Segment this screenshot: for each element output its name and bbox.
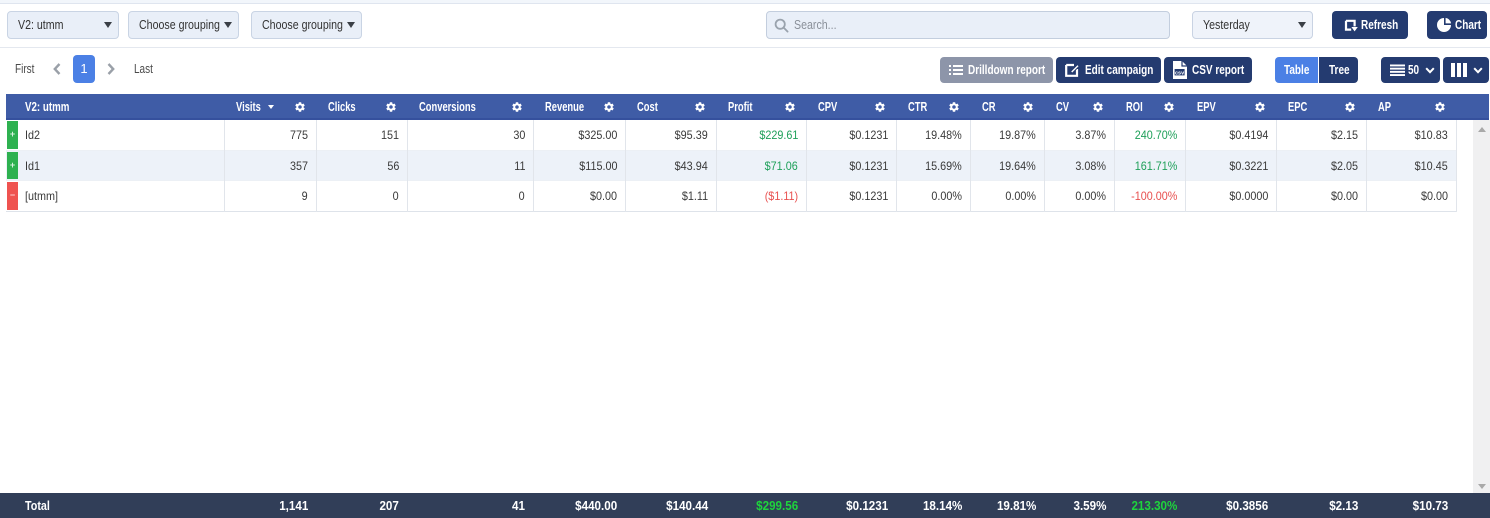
svg-text:csv: csv (1175, 70, 1185, 76)
